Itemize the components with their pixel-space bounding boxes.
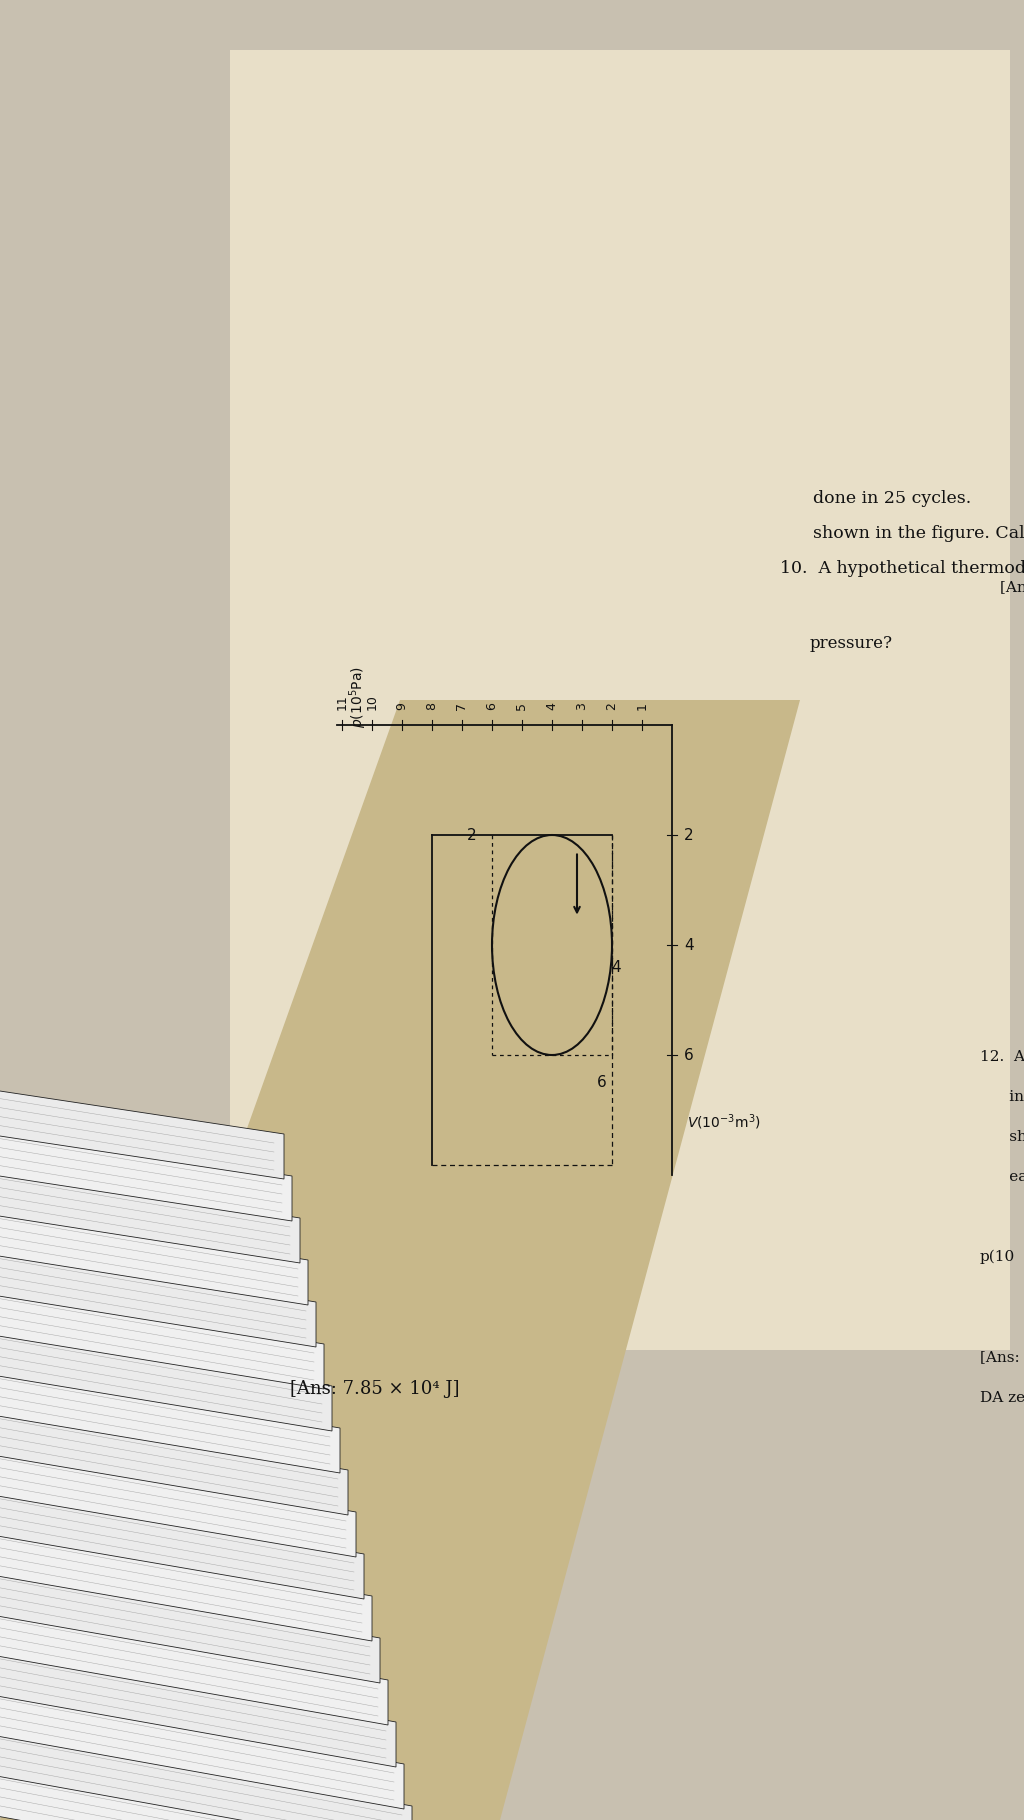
Text: 3: 3 (575, 703, 589, 710)
Polygon shape (0, 1529, 372, 1642)
Text: DA zero, be: DA zero, be (980, 1390, 1024, 1403)
Text: shown fi: shown fi (980, 1130, 1024, 1145)
Polygon shape (0, 1727, 412, 1820)
Polygon shape (0, 1767, 420, 1820)
Text: 2: 2 (684, 828, 693, 843)
FancyBboxPatch shape (230, 49, 1010, 1350)
Text: done in 25 cycles.: done in 25 cycles. (780, 490, 971, 508)
Text: 11: 11 (336, 693, 348, 710)
Text: p(10: p(10 (980, 1250, 1015, 1265)
Polygon shape (0, 1449, 356, 1556)
Polygon shape (0, 1289, 324, 1389)
Polygon shape (0, 1409, 348, 1514)
Text: 6: 6 (684, 1048, 693, 1063)
Text: 8: 8 (426, 703, 438, 710)
Text: [Ans: 7.85 × 10⁴ J]: [Ans: 7.85 × 10⁴ J] (290, 1380, 460, 1398)
Text: 2: 2 (605, 703, 618, 710)
Text: 7: 7 (456, 703, 469, 710)
Polygon shape (0, 1647, 396, 1767)
Polygon shape (0, 701, 800, 1820)
Polygon shape (0, 1168, 300, 1263)
Text: 2: 2 (467, 828, 477, 843)
Text: 6: 6 (485, 703, 499, 710)
Text: 12.  A system: 12. A system (980, 1050, 1024, 1065)
Polygon shape (0, 1128, 292, 1221)
Text: 10: 10 (366, 693, 379, 710)
Polygon shape (0, 1329, 332, 1431)
Text: 1: 1 (636, 703, 648, 710)
Text: $V(10^{-3}\mathrm{m}^3)$: $V(10^{-3}\mathrm{m}^3)$ (687, 1112, 761, 1132)
Polygon shape (0, 1369, 340, 1472)
Text: 5: 5 (515, 703, 528, 710)
Text: shown in the figure. Calculate the work: shown in the figure. Calculate the work (780, 524, 1024, 542)
Text: [Ans: AB =: [Ans: AB = (980, 1350, 1024, 1363)
Polygon shape (0, 1088, 284, 1179)
Text: each cas: each cas (980, 1170, 1024, 1185)
Polygon shape (0, 1569, 380, 1684)
Text: 9: 9 (395, 703, 409, 710)
Text: pressure?: pressure? (810, 635, 893, 652)
Polygon shape (0, 1208, 308, 1305)
Polygon shape (0, 1609, 388, 1725)
Text: 6: 6 (597, 1076, 607, 1090)
Polygon shape (0, 1489, 364, 1600)
Text: 10.  A hypothetical thermodynamic cycle is: 10. A hypothetical thermodynamic cycle i… (780, 561, 1024, 577)
Text: [Ans: 5.6]: [Ans: 5.6] (1000, 581, 1024, 593)
Polygon shape (0, 1249, 316, 1347)
Text: 4: 4 (684, 937, 693, 952)
Text: 4: 4 (546, 703, 558, 710)
Text: initial st: initial st (980, 1090, 1024, 1105)
Text: $p(10^5\mathrm{Pa})$: $p(10^5\mathrm{Pa})$ (347, 666, 369, 728)
Text: 4: 4 (611, 959, 621, 976)
Polygon shape (0, 1687, 404, 1809)
